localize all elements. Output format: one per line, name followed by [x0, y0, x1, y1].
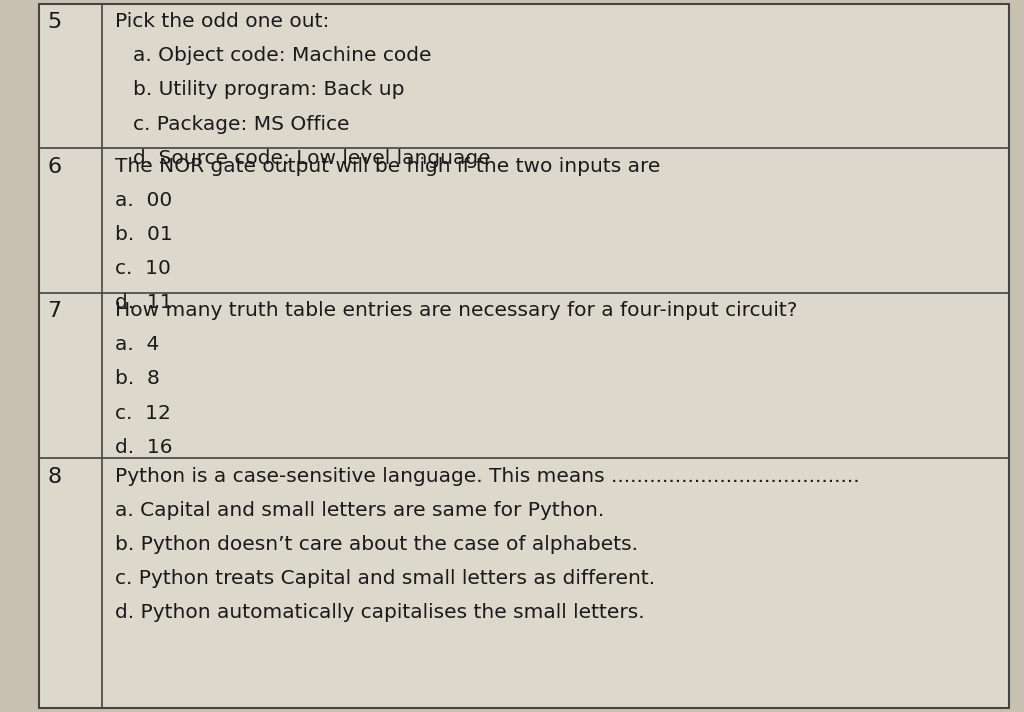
- Text: d. Python automatically capitalises the small letters.: d. Python automatically capitalises the …: [115, 604, 644, 622]
- Text: c.  10: c. 10: [115, 259, 171, 278]
- Text: How many truth table entries are necessary for a four-input circuit?: How many truth table entries are necessa…: [115, 301, 797, 320]
- Text: a.  00: a. 00: [115, 191, 172, 210]
- Text: 6: 6: [47, 157, 61, 177]
- Text: b. Utility program: Back up: b. Utility program: Back up: [133, 80, 404, 100]
- Text: a. Object code: Machine code: a. Object code: Machine code: [133, 46, 432, 66]
- Text: a. Capital and small letters are same for Python.: a. Capital and small letters are same fo…: [115, 501, 604, 520]
- Text: c. Package: MS Office: c. Package: MS Office: [133, 115, 349, 134]
- Text: c.  12: c. 12: [115, 404, 171, 423]
- Text: d. Source code: Low level language: d. Source code: Low level language: [133, 149, 490, 168]
- Text: 5: 5: [47, 12, 61, 32]
- Text: 7: 7: [47, 301, 61, 321]
- Text: The NOR gate output will be high if the two inputs are: The NOR gate output will be high if the …: [115, 157, 660, 176]
- Text: a.  4: a. 4: [115, 335, 159, 355]
- Text: b. Python doesn’t care about the case of alphabets.: b. Python doesn’t care about the case of…: [115, 535, 638, 554]
- Text: d.  16: d. 16: [115, 438, 172, 457]
- Text: b.  01: b. 01: [115, 225, 172, 244]
- Text: d.  11: d. 11: [115, 293, 172, 313]
- Text: b.  8: b. 8: [115, 370, 160, 389]
- Text: 8: 8: [47, 467, 61, 487]
- Text: c. Python treats Capital and small letters as different.: c. Python treats Capital and small lette…: [115, 570, 654, 588]
- Text: Python is a case-sensitive language. This means ................................: Python is a case-sensitive language. Thi…: [115, 467, 859, 486]
- Text: Pick the odd one out:: Pick the odd one out:: [115, 12, 329, 31]
